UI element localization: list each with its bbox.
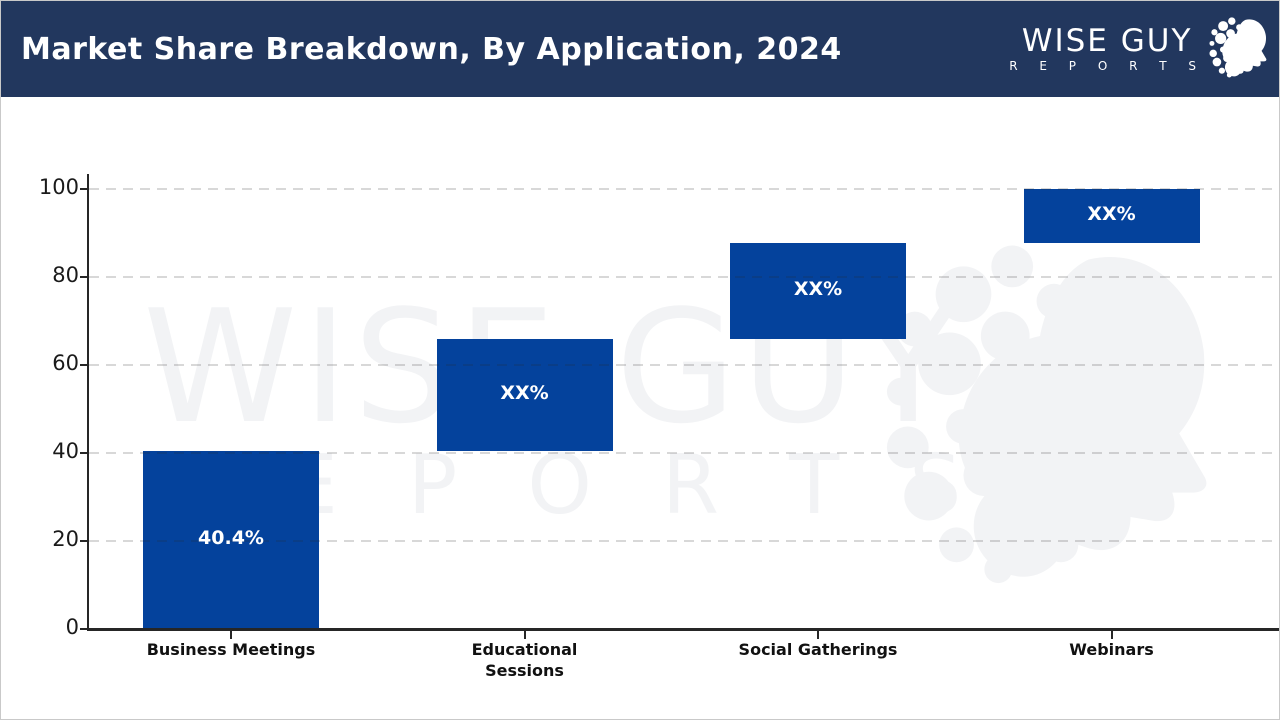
- x-tick: [523, 631, 526, 639]
- y-tick-label: 0: [65, 615, 79, 639]
- bar-value-label: XX%: [500, 381, 549, 404]
- gridline: [89, 276, 1279, 278]
- gridline: [89, 364, 1279, 366]
- bar-value-label: 40.4%: [198, 527, 264, 550]
- bar-value-label: XX%: [1087, 203, 1136, 226]
- bar: [436, 338, 613, 452]
- y-tick: [80, 276, 89, 278]
- gridline: [89, 540, 1279, 542]
- watermark-head-icon: [886, 245, 1207, 584]
- logo-wordmark: WISE GUY: [1021, 22, 1193, 59]
- y-tick-label: 20: [52, 527, 79, 551]
- bar: [1023, 189, 1200, 244]
- y-tick: [80, 188, 89, 190]
- logo-subtitle: R E P O R T S: [1009, 59, 1205, 74]
- logo-head-icon: [1209, 17, 1267, 78]
- y-tick-label: 40: [52, 439, 79, 463]
- x-tick: [230, 631, 232, 639]
- y-tick-label: 80: [52, 263, 79, 287]
- x-axis: [87, 628, 1279, 631]
- y-axis: [87, 174, 89, 631]
- y-tick: [80, 452, 89, 454]
- x-tick-label: Webinars: [1069, 640, 1154, 659]
- x-tick: [817, 631, 819, 639]
- gridline: [89, 188, 1279, 190]
- gridline: [89, 452, 1279, 454]
- bar: [730, 243, 906, 339]
- brand-logo-text: WISE GUY R E P O R T S: [1009, 25, 1205, 74]
- x-tick: [1110, 631, 1113, 639]
- y-tick: [80, 540, 89, 542]
- y-tick: [80, 364, 89, 366]
- brand-logo: WISE GUY R E P O R T S: [1009, 7, 1279, 91]
- y-tick: [80, 628, 89, 630]
- header-banner: Market Share Breakdown, By Application, …: [1, 1, 1279, 97]
- x-tick-label: Social Gatherings: [738, 640, 898, 659]
- x-tick-label: Business Meetings: [146, 640, 316, 659]
- bar: [143, 451, 319, 629]
- y-tick-label: 60: [52, 351, 79, 375]
- bar-value-label: XX%: [793, 277, 843, 300]
- y-tick-label: 100: [38, 175, 79, 199]
- x-tick-label: Educational Sessions: [471, 640, 578, 680]
- page-title: Market Share Breakdown, By Application, …: [21, 31, 842, 67]
